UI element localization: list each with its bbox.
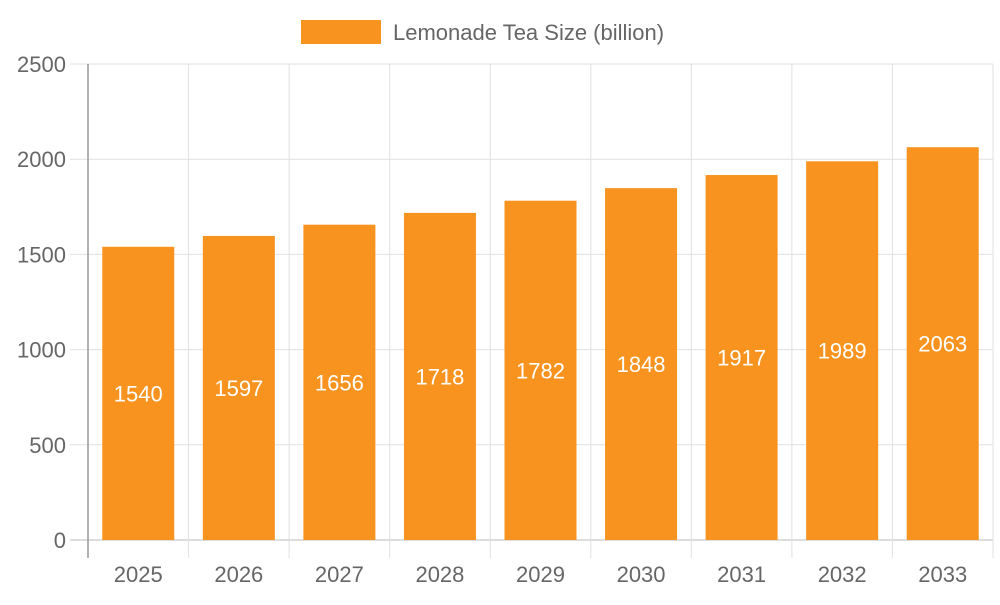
x-tick-label: 2026 xyxy=(214,562,263,587)
bar xyxy=(806,161,879,540)
x-tick-label: 2031 xyxy=(717,562,766,587)
data-label: 1917 xyxy=(717,346,766,371)
y-tick-label: 1500 xyxy=(17,242,66,267)
y-tick-label: 0 xyxy=(54,528,66,553)
x-tick-label: 2027 xyxy=(315,562,364,587)
legend[interactable]: Lemonade Tea Size (billion) xyxy=(301,20,664,45)
data-label: 1989 xyxy=(818,339,867,364)
data-label: 1782 xyxy=(516,358,565,383)
y-tick-label: 500 xyxy=(29,433,66,458)
x-tick-label: 2032 xyxy=(818,562,867,587)
legend-swatch xyxy=(301,20,381,44)
x-axis: 2025 2026 2027 2028 2029 2030 2031 2032 2033 xyxy=(114,562,967,587)
bar xyxy=(102,246,175,540)
grid xyxy=(70,63,994,558)
y-tick-label: 1000 xyxy=(17,338,66,363)
bar xyxy=(303,224,376,540)
data-label: 1848 xyxy=(617,352,666,377)
data-label: 1656 xyxy=(315,370,364,395)
data-label: 1718 xyxy=(415,364,464,389)
x-tick-label: 2025 xyxy=(114,562,163,587)
x-tick-label: 2030 xyxy=(617,562,666,587)
x-tick-label: 2033 xyxy=(918,562,967,587)
bar xyxy=(403,212,476,540)
data-label: 1597 xyxy=(214,376,263,401)
y-tick-label: 2000 xyxy=(17,147,66,172)
x-tick-label: 2028 xyxy=(415,562,464,587)
data-labels: 1540 1597 1656 1718 1782 1848 1917 1989 2063 xyxy=(114,332,967,407)
data-label: 2063 xyxy=(918,332,967,357)
bar xyxy=(705,175,778,540)
bar xyxy=(605,188,678,540)
bar xyxy=(906,147,979,540)
bar xyxy=(504,200,577,540)
y-tick-label: 2500 xyxy=(17,52,66,77)
bars xyxy=(102,147,979,540)
bar xyxy=(202,235,275,540)
data-label: 1540 xyxy=(114,381,163,406)
y-axis: 0 500 1000 1500 2000 2500 xyxy=(17,52,66,553)
x-tick-label: 2029 xyxy=(516,562,565,587)
legend-label: Lemonade Tea Size (billion) xyxy=(393,20,664,45)
